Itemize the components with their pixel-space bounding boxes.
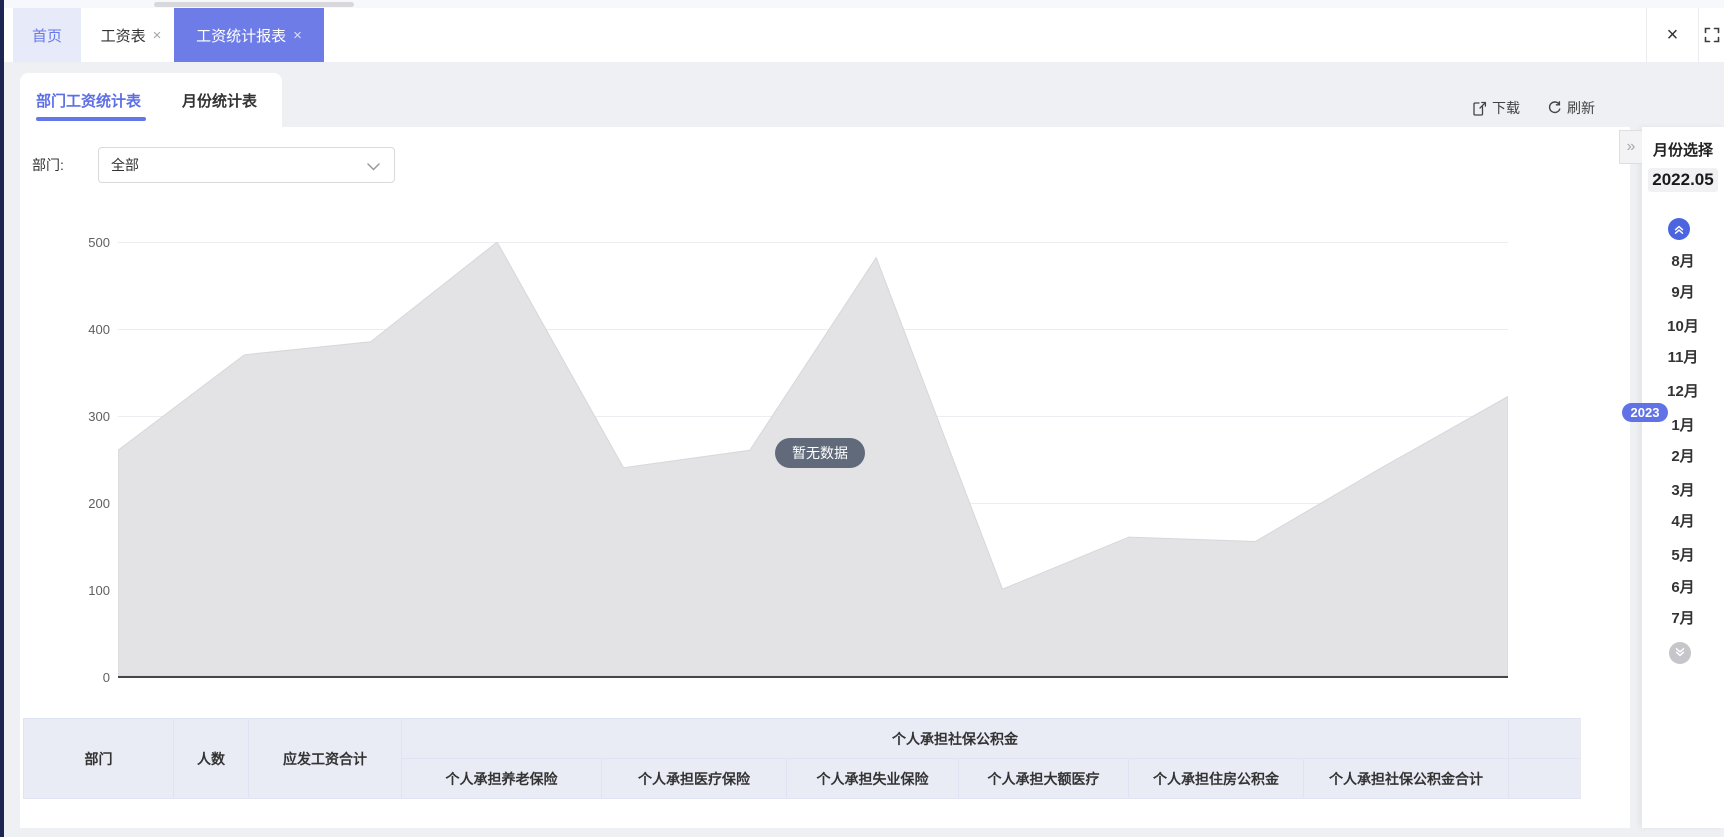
col-group-personal-social-security: 个人承担社保公积金	[400, 718, 1510, 759]
subtab-department-label: 部门工资统计表	[36, 92, 142, 110]
month-item-sep[interactable]: 9月	[1671, 284, 1695, 301]
month-item-jul[interactable]: 7月	[1671, 610, 1695, 627]
department-select[interactable]: 全部	[98, 147, 395, 183]
scroll-months-down-button[interactable]	[1669, 642, 1691, 664]
month-item-jan[interactable]: 1月	[1671, 417, 1695, 434]
report-subtab-strip: 部门工资统计表 月份统计表	[20, 73, 282, 127]
month-item-mar[interactable]: 3月	[1671, 482, 1695, 499]
col-personal-total: 个人承担社保公积金合计	[1302, 758, 1510, 799]
subtab-month-label: 月份统计表	[182, 92, 258, 110]
scroll-months-up-button[interactable]	[1668, 218, 1690, 240]
month-panel-title: 月份选择	[1652, 142, 1713, 159]
y-tick-500: 500	[88, 235, 110, 250]
statistics-table: 部门 人数 应发工资合计 个人承担社保公积金 个人承担养老保险 个人承担医疗保险…	[23, 718, 1581, 799]
double-chevron-down-icon	[1675, 648, 1685, 657]
double-chevron-up-icon	[1674, 225, 1684, 234]
top-scrollbar-thumb[interactable]	[154, 2, 354, 7]
col-company-partial: 公司承担	[1508, 758, 1581, 799]
month-panel	[1642, 127, 1724, 828]
topbar-divider	[1698, 8, 1699, 62]
top-scrollbar-track	[4, 0, 1724, 8]
left-sidebar-edge	[0, 0, 4, 837]
close-window-button[interactable]: ×	[1647, 8, 1698, 62]
download-button[interactable]: 下载	[1472, 95, 1520, 121]
y-tick-0: 0	[102, 670, 110, 685]
col-personal-major-medical: 个人承担大额医疗	[958, 758, 1129, 799]
no-data-tooltip: 暂无数据	[775, 438, 865, 468]
current-month-value[interactable]: 2022.05	[1648, 168, 1718, 192]
fullscreen-button[interactable]	[1699, 8, 1724, 62]
subtab-department-stats[interactable]: 部门工资统计表	[36, 73, 141, 127]
panel-collapse-button[interactable]: »	[1619, 130, 1642, 164]
tab-salary-label: 工资表	[100, 27, 146, 45]
month-item-oct[interactable]: 10月	[1667, 318, 1699, 335]
subtab-month-stats[interactable]: 月份统计表	[182, 73, 257, 127]
col-department: 部门	[23, 718, 174, 799]
col-personal-unemployment: 个人承担失业保险	[786, 758, 959, 799]
tab-home-label: 首页	[31, 27, 62, 45]
report-card: 部门: 全部 500 400 300 200 100 0 暂无数据	[20, 127, 1630, 828]
tab-salary-report[interactable]: 工资统计报表 ×	[174, 8, 324, 62]
month-item-feb[interactable]: 2月	[1671, 448, 1695, 465]
top-tab-bar: 首页 工资表 × 工资统计报表 ×	[4, 8, 1724, 62]
active-subtab-underline	[36, 117, 146, 121]
tab-report-label: 工资统计报表	[196, 27, 287, 45]
fullscreen-icon	[1704, 27, 1719, 43]
y-tick-400: 400	[88, 322, 110, 337]
month-item-may[interactable]: 5月	[1671, 547, 1695, 564]
department-filter-label: 部门:	[32, 157, 64, 173]
col-personal-housing-fund: 个人承担住房公积金	[1128, 758, 1304, 799]
y-tick-100: 100	[88, 583, 110, 598]
col-group-company	[1508, 718, 1581, 759]
month-item-apr[interactable]: 4月	[1671, 513, 1695, 530]
chevron-down-icon	[367, 163, 380, 171]
month-item-dec[interactable]: 12月	[1667, 383, 1699, 400]
col-personal-pension: 个人承担养老保险	[401, 758, 602, 799]
collapse-icon: »	[1626, 138, 1636, 155]
refresh-button[interactable]: 刷新	[1547, 95, 1595, 121]
gridline-400	[118, 329, 1508, 330]
gridline-500	[118, 242, 1508, 243]
table-header-row-2: 个人承担养老保险 个人承担医疗保险 个人承担失业保险 个人承担大额医疗 个人承担…	[24, 758, 1581, 799]
tab-salary-close-icon[interactable]: ×	[152, 26, 162, 44]
col-personal-medical: 个人承担医疗保险	[601, 758, 787, 799]
department-select-value: 全部	[111, 157, 139, 173]
tab-report-close-icon[interactable]: ×	[293, 26, 302, 44]
month-item-nov[interactable]: 11月	[1667, 349, 1699, 366]
y-tick-300: 300	[88, 409, 110, 424]
tab-salary-table[interactable]: 工资表 ×	[88, 8, 174, 62]
topbar-divider	[1646, 8, 1647, 62]
refresh-icon	[1548, 100, 1561, 113]
tab-home[interactable]: 首页	[13, 8, 81, 62]
col-gross-salary-total: 应发工资合计	[248, 718, 402, 799]
y-tick-200: 200	[88, 496, 110, 511]
download-label: 下载	[1492, 100, 1520, 116]
refresh-label: 刷新	[1567, 100, 1595, 116]
statistics-table-wrap[interactable]: 部门 人数 应发工资合计 个人承担社保公积金 个人承担养老保险 个人承担医疗保险…	[23, 718, 1581, 828]
close-icon: ×	[1666, 23, 1679, 46]
month-item-jun[interactable]: 6月	[1671, 579, 1695, 596]
month-item-aug[interactable]: 8月	[1671, 253, 1695, 270]
download-icon	[1473, 101, 1487, 116]
year-2023-badge: 2023	[1622, 403, 1668, 422]
x-axis-line	[118, 676, 1508, 678]
col-headcount: 人数	[173, 718, 249, 799]
table-header-row-1: 部门 人数 应发工资合计 个人承担社保公积金	[23, 718, 1581, 799]
